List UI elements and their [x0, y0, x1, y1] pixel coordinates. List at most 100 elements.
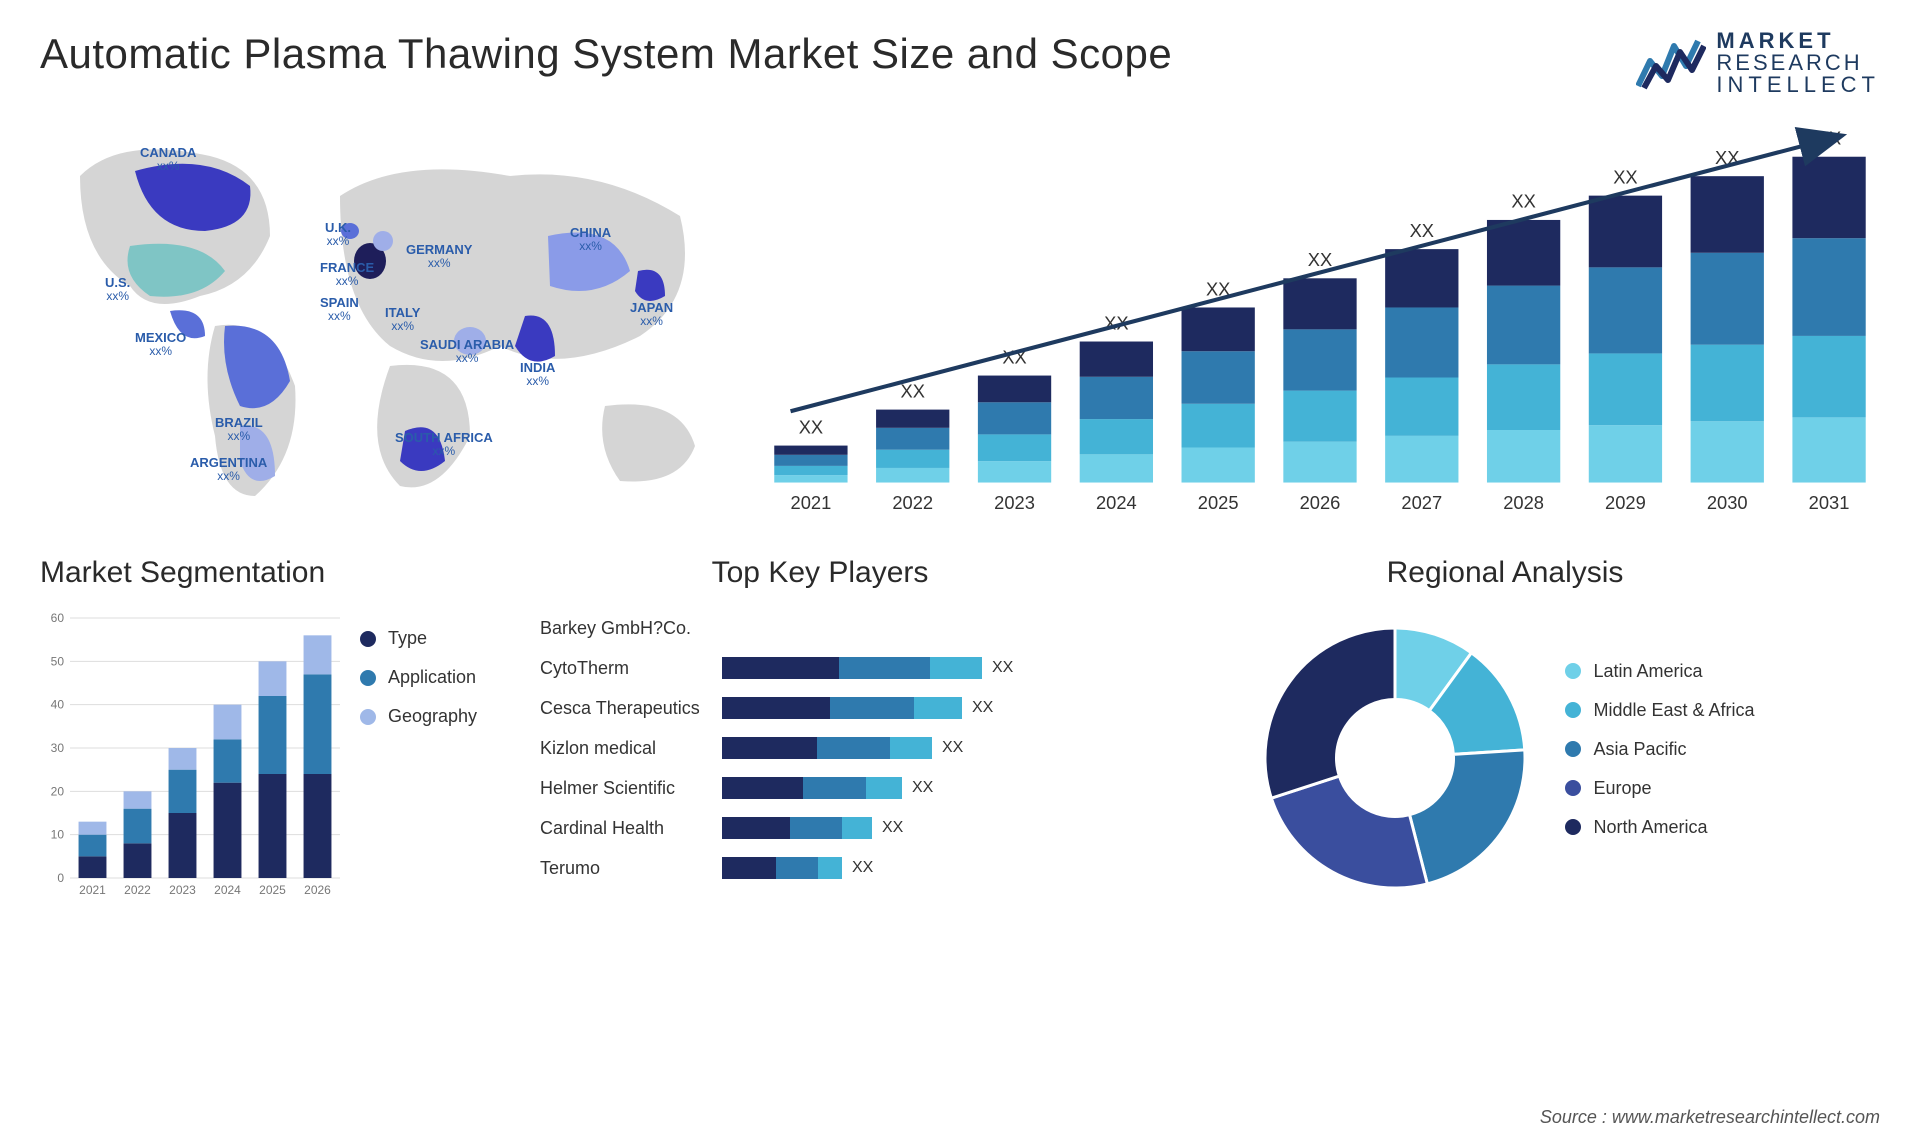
growth-year-tick: 2025 — [1198, 492, 1239, 513]
country-label: SPAINxx% — [320, 296, 359, 323]
growth-bar-segment — [1182, 404, 1255, 448]
growth-bar-segment — [774, 455, 847, 466]
country-label: CHINAxx% — [570, 226, 611, 253]
growth-year-tick: 2028 — [1503, 492, 1544, 513]
regional-donut — [1255, 618, 1535, 898]
player-bar-segment — [830, 697, 914, 719]
donut-svg — [1255, 618, 1535, 898]
growth-bar-segment — [1691, 176, 1764, 253]
country-label: SAUDI ARABIAxx% — [420, 338, 514, 365]
legend-label: North America — [1593, 817, 1707, 838]
growth-bar-segment — [1080, 454, 1153, 482]
growth-bar-segment — [1385, 436, 1458, 483]
growth-bar-segment — [1792, 336, 1865, 417]
growth-bar-segment — [1487, 220, 1560, 286]
segmentation-chart: 0102030405060202120222023202420252026 — [40, 608, 340, 908]
player-bar-wrap: XX — [722, 777, 1100, 799]
y-tick: 30 — [51, 741, 65, 755]
legend-item: Geography — [360, 706, 510, 727]
player-bar-segment — [722, 817, 790, 839]
seg-bar-segment — [214, 739, 242, 782]
y-tick: 50 — [51, 654, 65, 668]
logo-icon — [1636, 36, 1706, 91]
growth-year-tick: 2027 — [1401, 492, 1442, 513]
legend-label: Geography — [388, 706, 477, 727]
y-tick: 20 — [51, 784, 65, 798]
growth-bar-segment — [1283, 329, 1356, 390]
legend-swatch — [1565, 780, 1581, 796]
player-name: Kizlon medical — [540, 738, 710, 759]
player-bar-segment — [776, 857, 818, 879]
legend-label: Middle East & Africa — [1593, 700, 1754, 721]
seg-bar-segment — [259, 696, 287, 774]
country-label: FRANCExx% — [320, 261, 374, 288]
player-value: XX — [972, 699, 993, 717]
world-map-svg — [40, 116, 720, 516]
seg-year-tick: 2023 — [169, 883, 196, 897]
legend-item: Asia Pacific — [1565, 739, 1754, 760]
legend-swatch — [1565, 702, 1581, 718]
seg-bar-segment — [169, 770, 197, 813]
growth-year-tick: 2029 — [1605, 492, 1646, 513]
player-bar — [722, 777, 902, 799]
player-bar-segment — [930, 657, 982, 679]
player-name: Helmer Scientific — [540, 778, 710, 799]
legend-swatch — [360, 631, 376, 647]
growth-bar-segment — [978, 376, 1051, 403]
donut-slice — [1272, 776, 1428, 888]
seg-bar-segment — [304, 674, 332, 774]
seg-bar-segment — [259, 661, 287, 696]
player-bar — [722, 737, 932, 759]
y-tick: 60 — [51, 611, 65, 625]
legend-swatch — [360, 709, 376, 725]
growth-bar-segment — [1792, 157, 1865, 238]
country-label: MEXICOxx% — [135, 331, 186, 358]
player-value: XX — [852, 859, 873, 877]
growth-bar-segment — [1589, 353, 1662, 425]
player-bar-segment — [722, 657, 839, 679]
country-label: ITALYxx% — [385, 306, 420, 333]
seg-bar-segment — [169, 813, 197, 878]
player-bar — [722, 817, 872, 839]
player-bar-segment — [866, 777, 902, 799]
growth-bar-segment — [1691, 253, 1764, 345]
growth-chart-panel: XX2021XX2022XX2023XX2024XX2025XX2026XX20… — [760, 116, 1880, 516]
player-name: Terumo — [540, 858, 710, 879]
bottom-row: Market Segmentation 01020304050602021202… — [40, 556, 1880, 936]
seg-bar-segment — [124, 809, 152, 844]
player-name: Barkey GmbH?Co. — [540, 618, 710, 639]
player-row: Terumo XX — [540, 848, 1100, 888]
seg-year-tick: 2024 — [214, 883, 241, 897]
seg-bar-segment — [79, 856, 107, 878]
player-name: Cardinal Health — [540, 818, 710, 839]
growth-bar-segment — [978, 461, 1051, 482]
growth-bar-segment — [876, 450, 949, 468]
player-bar — [722, 697, 962, 719]
logo-line3: INTELLECT — [1716, 74, 1880, 96]
y-tick: 0 — [57, 871, 64, 885]
segmentation-panel: Market Segmentation 01020304050602021202… — [40, 556, 510, 936]
player-bar-wrap: XX — [722, 817, 1100, 839]
growth-bar-segment — [876, 428, 949, 450]
player-bar-wrap: XX — [722, 697, 1100, 719]
growth-bar-segment — [1385, 249, 1458, 307]
seg-bar-segment — [169, 748, 197, 770]
growth-bar-segment — [978, 402, 1051, 434]
y-tick: 10 — [51, 828, 65, 842]
country-label: INDIAxx% — [520, 361, 555, 388]
header: Automatic Plasma Thawing System Market S… — [40, 30, 1880, 96]
player-value: XX — [882, 819, 903, 837]
player-value: XX — [992, 659, 1013, 677]
growth-bar-segment — [1182, 307, 1255, 351]
growth-bar-segment — [1283, 442, 1356, 483]
growth-year-tick: 2031 — [1809, 492, 1850, 513]
growth-bar-label: XX — [1613, 166, 1637, 187]
regional-panel: Regional Analysis Latin AmericaMiddle Ea… — [1130, 556, 1880, 936]
growth-year-tick: 2030 — [1707, 492, 1748, 513]
segmentation-legend: TypeApplicationGeography — [360, 608, 510, 745]
growth-bar-segment — [1487, 286, 1560, 365]
growth-bar-segment — [1691, 421, 1764, 482]
regional-title: Regional Analysis — [1130, 556, 1880, 590]
player-bar-segment — [722, 857, 776, 879]
seg-bar-segment — [79, 835, 107, 857]
